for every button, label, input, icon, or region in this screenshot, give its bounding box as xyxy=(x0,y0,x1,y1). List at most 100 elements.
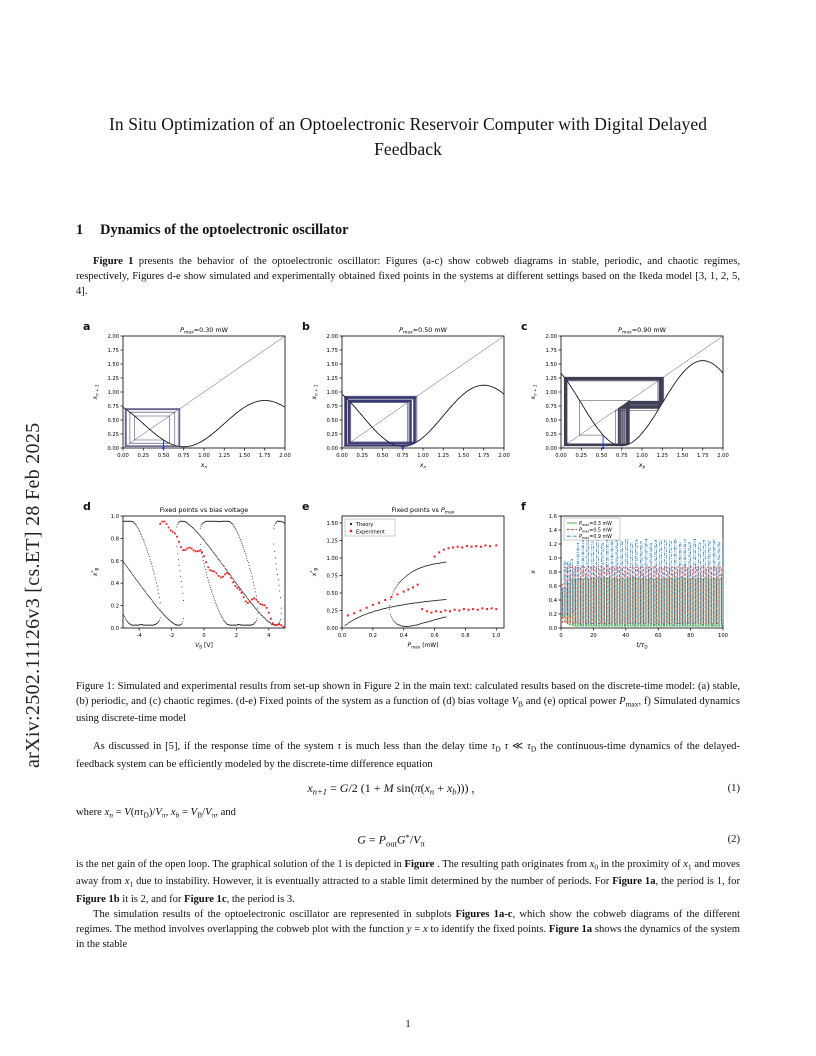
svg-text:xb​: xb​ xyxy=(638,462,646,469)
svg-text:1.2: 1.2 xyxy=(549,542,557,548)
svg-text:1.0: 1.0 xyxy=(492,633,500,639)
svg-text:1.00: 1.00 xyxy=(326,556,338,562)
svg-text:xn + 1​: xn + 1​ xyxy=(92,384,99,400)
svg-text:0.8: 0.8 xyxy=(111,536,119,542)
svg-text:1.00: 1.00 xyxy=(545,390,557,396)
svg-text:Pmax​=0.90 mW: Pmax​=0.90 mW xyxy=(618,326,667,335)
svg-text:Pmax​=0.3 mW: Pmax​=0.3 mW xyxy=(579,520,612,526)
page-number: 1 xyxy=(405,1019,411,1030)
svg-text:0.25: 0.25 xyxy=(575,453,587,459)
paragraph-gain: is the net gain of the open loop. The gr… xyxy=(76,858,740,905)
svg-text:0.00: 0.00 xyxy=(336,453,348,459)
svg-text:60: 60 xyxy=(655,633,662,639)
svg-text:20: 20 xyxy=(590,633,597,639)
svg-text:xn + 1​: xn + 1​ xyxy=(311,384,318,400)
subplot-a: a 0.00 0.25 0.50 0.75 1.00 1.25 1.50 1.75 2.00 0.… xyxy=(83,319,295,481)
fixed-points-voltage-plot: -4 -2 0 2 4 0.0 0.2 0.4 0.6 0.8 1.0 Fixed points vs… xyxy=(91,506,286,649)
svg-text:Experiment: Experiment xyxy=(356,529,385,535)
svg-text:0.8: 0.8 xyxy=(461,633,469,639)
svg-text:x*​B​: x*​B​ xyxy=(91,567,100,577)
equation-2-body: G = PoutG*/Vπ xyxy=(357,831,425,848)
subplot-d: d -4 -2 0 2 4 0.0 0.2 0.4 0.6 0.8 1.0 Fixed points … xyxy=(83,499,295,661)
svg-text:0.00: 0.00 xyxy=(326,446,338,452)
equation-1: xn+1 = G/2 (1 + M sin(π(xn + xb))) , (1) xyxy=(76,781,740,797)
svg-text:1.75: 1.75 xyxy=(326,348,338,354)
svg-text:1.75: 1.75 xyxy=(478,453,490,459)
svg-text:2.00: 2.00 xyxy=(498,453,510,459)
svg-text:t/τD​: t/τD​ xyxy=(636,642,647,649)
subplot-f: f 0 20 40 60 80 100 0.0 0.2 0.4 0.6 0.8 1.0 1.2 1.4 1.… xyxy=(521,500,733,661)
svg-text:1.00: 1.00 xyxy=(636,453,648,459)
subplot-letter-b: b xyxy=(302,319,310,333)
svg-text:0.6: 0.6 xyxy=(549,584,557,590)
svg-text:Fixed points vs Pmax​: Fixed points vs Pmax​ xyxy=(391,506,454,515)
svg-text:xn + 1​: xn + 1​ xyxy=(530,384,537,400)
svg-text:1.00: 1.00 xyxy=(198,453,210,459)
section-heading: 1 Dynamics of the optoelectronic oscillat… xyxy=(76,222,740,239)
svg-text:1.50: 1.50 xyxy=(107,362,119,368)
svg-text:0.25: 0.25 xyxy=(137,453,149,459)
svg-text:xn​: xn​ xyxy=(200,462,208,469)
section-number: 1 xyxy=(76,221,84,238)
svg-text:0.00: 0.00 xyxy=(555,453,567,459)
figure-1: a 0.00 0.25 0.50 0.75 1.00 1.25 1.50 1.75 2.00 0.… xyxy=(76,319,740,726)
svg-text:0.75: 0.75 xyxy=(178,453,190,459)
svg-text:0.75: 0.75 xyxy=(326,573,338,579)
svg-text:0.2: 0.2 xyxy=(369,633,377,639)
svg-text:0.25: 0.25 xyxy=(545,432,557,438)
svg-text:0.00: 0.00 xyxy=(545,446,557,452)
svg-text:2.00: 2.00 xyxy=(326,334,338,340)
page-content: In Situ Optimization of an Optoelectroni… xyxy=(76,0,740,952)
svg-text:x*​B​: x*​B​ xyxy=(310,567,319,577)
svg-text:0.8: 0.8 xyxy=(549,570,557,576)
intro-paragraph: Figure 1 presents the behavior of the op… xyxy=(76,255,740,297)
svg-text:Pmax​=0.50 mW: Pmax​=0.50 mW xyxy=(399,326,448,335)
svg-text:0.75: 0.75 xyxy=(397,453,409,459)
svg-text:1.25: 1.25 xyxy=(656,453,668,459)
svg-text:0.6: 0.6 xyxy=(111,558,119,564)
svg-text:2.00: 2.00 xyxy=(545,334,557,340)
svg-text:1.75: 1.75 xyxy=(697,453,709,459)
svg-text:1.6: 1.6 xyxy=(549,514,557,520)
subplot-e: e 0.0 0.2 0.4 0.6 0.8 1.0 0.00 0.25 0.50 0.75 1.00… xyxy=(302,500,514,661)
svg-text:Pmax​ (mW): Pmax​ (mW) xyxy=(407,642,438,649)
svg-text:1.25: 1.25 xyxy=(437,453,449,459)
svg-text:0.6: 0.6 xyxy=(430,633,438,639)
subplot-letter-a: a xyxy=(83,319,91,333)
svg-text:0.75: 0.75 xyxy=(326,404,338,410)
svg-text:0.4: 0.4 xyxy=(111,581,120,587)
svg-text:0.75: 0.75 xyxy=(545,404,557,410)
svg-text:100: 100 xyxy=(718,633,728,639)
svg-text:Theory: Theory xyxy=(355,522,373,528)
svg-text:1.50: 1.50 xyxy=(326,362,338,368)
svg-text:80: 80 xyxy=(687,633,694,639)
svg-text:0.75: 0.75 xyxy=(616,453,628,459)
svg-text:0.25: 0.25 xyxy=(356,453,368,459)
svg-text:0.25: 0.25 xyxy=(326,432,338,438)
svg-text:0.00: 0.00 xyxy=(117,453,129,459)
svg-text:1.25: 1.25 xyxy=(545,376,557,382)
svg-text:2.00: 2.00 xyxy=(107,334,119,340)
figure-caption: Figure 1: Simulated and experimental res… xyxy=(76,680,740,725)
paper-title: In Situ Optimization of an Optoelectroni… xyxy=(108,114,708,159)
cobweb-plot-a: 0.00 0.25 0.50 0.75 1.00 1.25 1.50 1.75 2.00 0.00… xyxy=(92,326,291,469)
svg-text:0.2: 0.2 xyxy=(549,612,557,618)
subplot-letter-c: c xyxy=(521,319,528,333)
svg-text:0.50: 0.50 xyxy=(377,453,389,459)
svg-text:0.50: 0.50 xyxy=(545,418,557,424)
subplot-letter-d: d xyxy=(83,499,91,513)
svg-text:1.50: 1.50 xyxy=(239,453,251,459)
svg-text:0.0: 0.0 xyxy=(111,626,119,632)
svg-text:1.00: 1.00 xyxy=(326,390,338,396)
svg-text:1.50: 1.50 xyxy=(326,521,338,527)
svg-text:1.75: 1.75 xyxy=(545,348,557,354)
paragraph-discussion: As discussed in [5], if the response tim… xyxy=(76,741,740,770)
svg-text:0.2: 0.2 xyxy=(111,603,119,609)
arxiv-watermark: arXiv:2502.11126v3 [cs.ET] 28 Feb 2025 xyxy=(22,422,44,768)
svg-text:Fixed points vs bias voltage: Fixed points vs bias voltage xyxy=(160,506,248,514)
fixed-points-power-plot: 0.0 0.2 0.4 0.6 0.8 1.0 0.00 0.25 0.50 0.75 1.00 1.… xyxy=(310,506,505,649)
section-title: Dynamics of the optoelectronic oscillato… xyxy=(100,221,349,238)
svg-text:1.50: 1.50 xyxy=(545,362,557,368)
svg-text:1.00: 1.00 xyxy=(417,453,429,459)
svg-text:40: 40 xyxy=(622,633,629,639)
